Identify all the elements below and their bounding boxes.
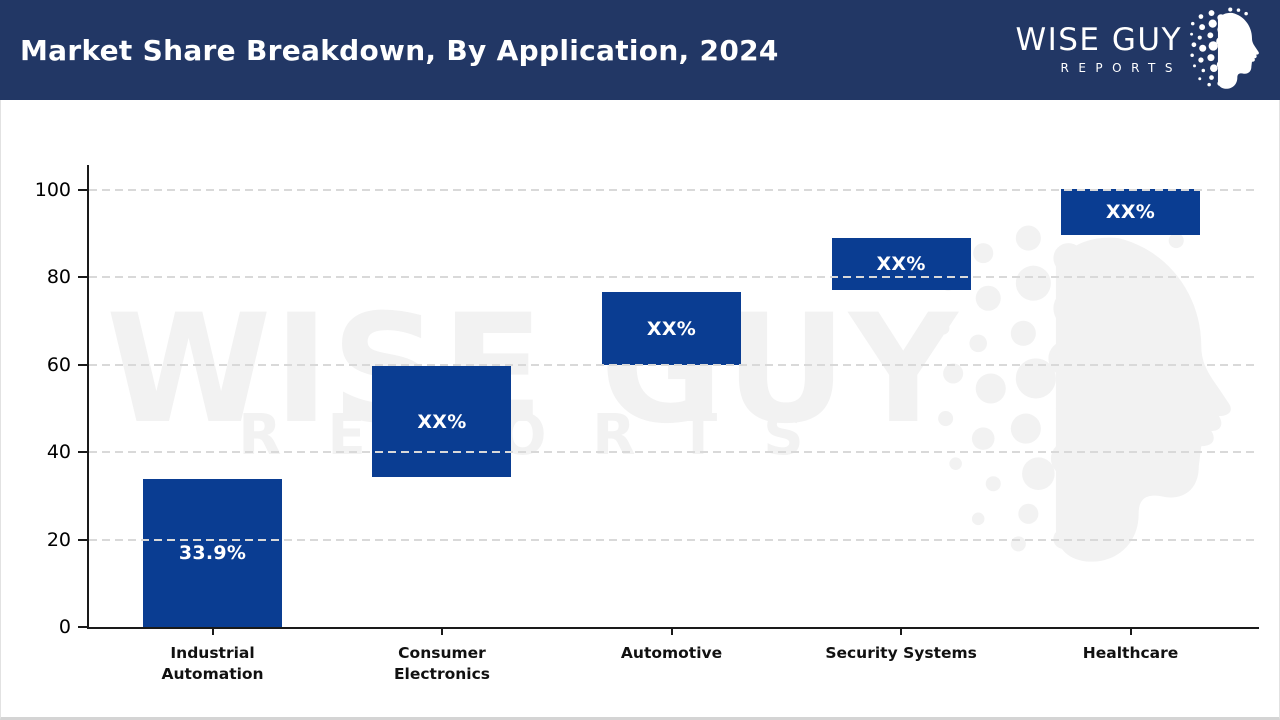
y-tick-mark-60	[78, 363, 87, 366]
page-title: Market Share Breakdown, By Application, …	[20, 33, 779, 67]
bar-value-label: XX%	[1105, 201, 1156, 224]
bar-value-label: XX%	[876, 252, 926, 275]
bar-value-label: XX%	[646, 317, 697, 340]
x-tick-mark-4	[900, 627, 903, 635]
bar-value-label: XX%	[417, 410, 467, 433]
x-category-label-2: Consumer Electronics	[393, 644, 491, 683]
bar-automotive: XX%	[602, 291, 742, 366]
chart-canvas: WISE GUY REPORTS 0 20 40 60 80 100 33.9% XX% XX%…	[0, 100, 1280, 720]
y-tick-mark-0	[78, 626, 87, 628]
x-tick-mark-5	[1129, 627, 1132, 635]
x-category-label-4: Security Systems	[825, 644, 977, 662]
x-tick-mark-2	[440, 627, 443, 635]
y-tick-label-20: 20	[46, 528, 71, 551]
brand-subtitle: REPORTS	[1060, 61, 1182, 75]
watermark-text-1: WISE GUY	[106, 283, 960, 457]
brand-name: WISE GUY	[1015, 22, 1182, 58]
y-axis-line	[87, 165, 89, 627]
x-tick-mark-3	[670, 627, 673, 635]
plot-area: 0 20 40 60 80 100 33.9% XX% XX% XX% XX% Industrial …	[35, 165, 1259, 683]
x-category-label-3: Automotive	[620, 644, 723, 662]
bar-consumer-electronics: XX%	[372, 365, 512, 478]
gridline-40	[89, 451, 1259, 453]
watermark-text-2: REPORTS	[238, 403, 850, 468]
y-tick-label-40: 40	[46, 441, 71, 463]
bar-security-systems: XX%	[831, 237, 971, 290]
y-tick-label-80: 80	[46, 266, 71, 288]
y-tick-mark-40	[78, 451, 87, 453]
header-bar: Market Share Breakdown, By Application, …	[0, 0, 1280, 100]
x-category-label-5: Healthcare	[1082, 644, 1179, 662]
y-tick-label-0: 0	[58, 616, 71, 638]
gridline-60	[89, 363, 1259, 366]
x-category-label-1: Industrial Automation	[161, 644, 264, 683]
y-tick-label-100: 100	[34, 178, 71, 201]
gridline-80	[89, 276, 1259, 278]
bar-industrial-automation: 33.9%	[143, 478, 283, 627]
brand-logo-text: WISE GUY REPORTS	[1015, 22, 1182, 76]
y-tick-mark-80	[78, 276, 87, 278]
y-tick-label-60: 60	[46, 353, 71, 376]
watermark-head-icon	[936, 214, 1231, 562]
x-axis-line	[87, 627, 1259, 629]
gridline-100	[89, 188, 1259, 191]
bar-healthcare: XX%	[1061, 188, 1201, 236]
y-tick-mark-20	[78, 538, 87, 541]
gridline-20	[89, 538, 1259, 541]
x-tick-mark-1	[211, 627, 214, 635]
brand-logo: WISE GUY REPORTS	[1015, 6, 1266, 94]
dotted-head-icon	[1190, 7, 1259, 89]
bar-value-label: 33.9%	[178, 541, 247, 564]
y-tick-mark-100	[78, 188, 87, 191]
